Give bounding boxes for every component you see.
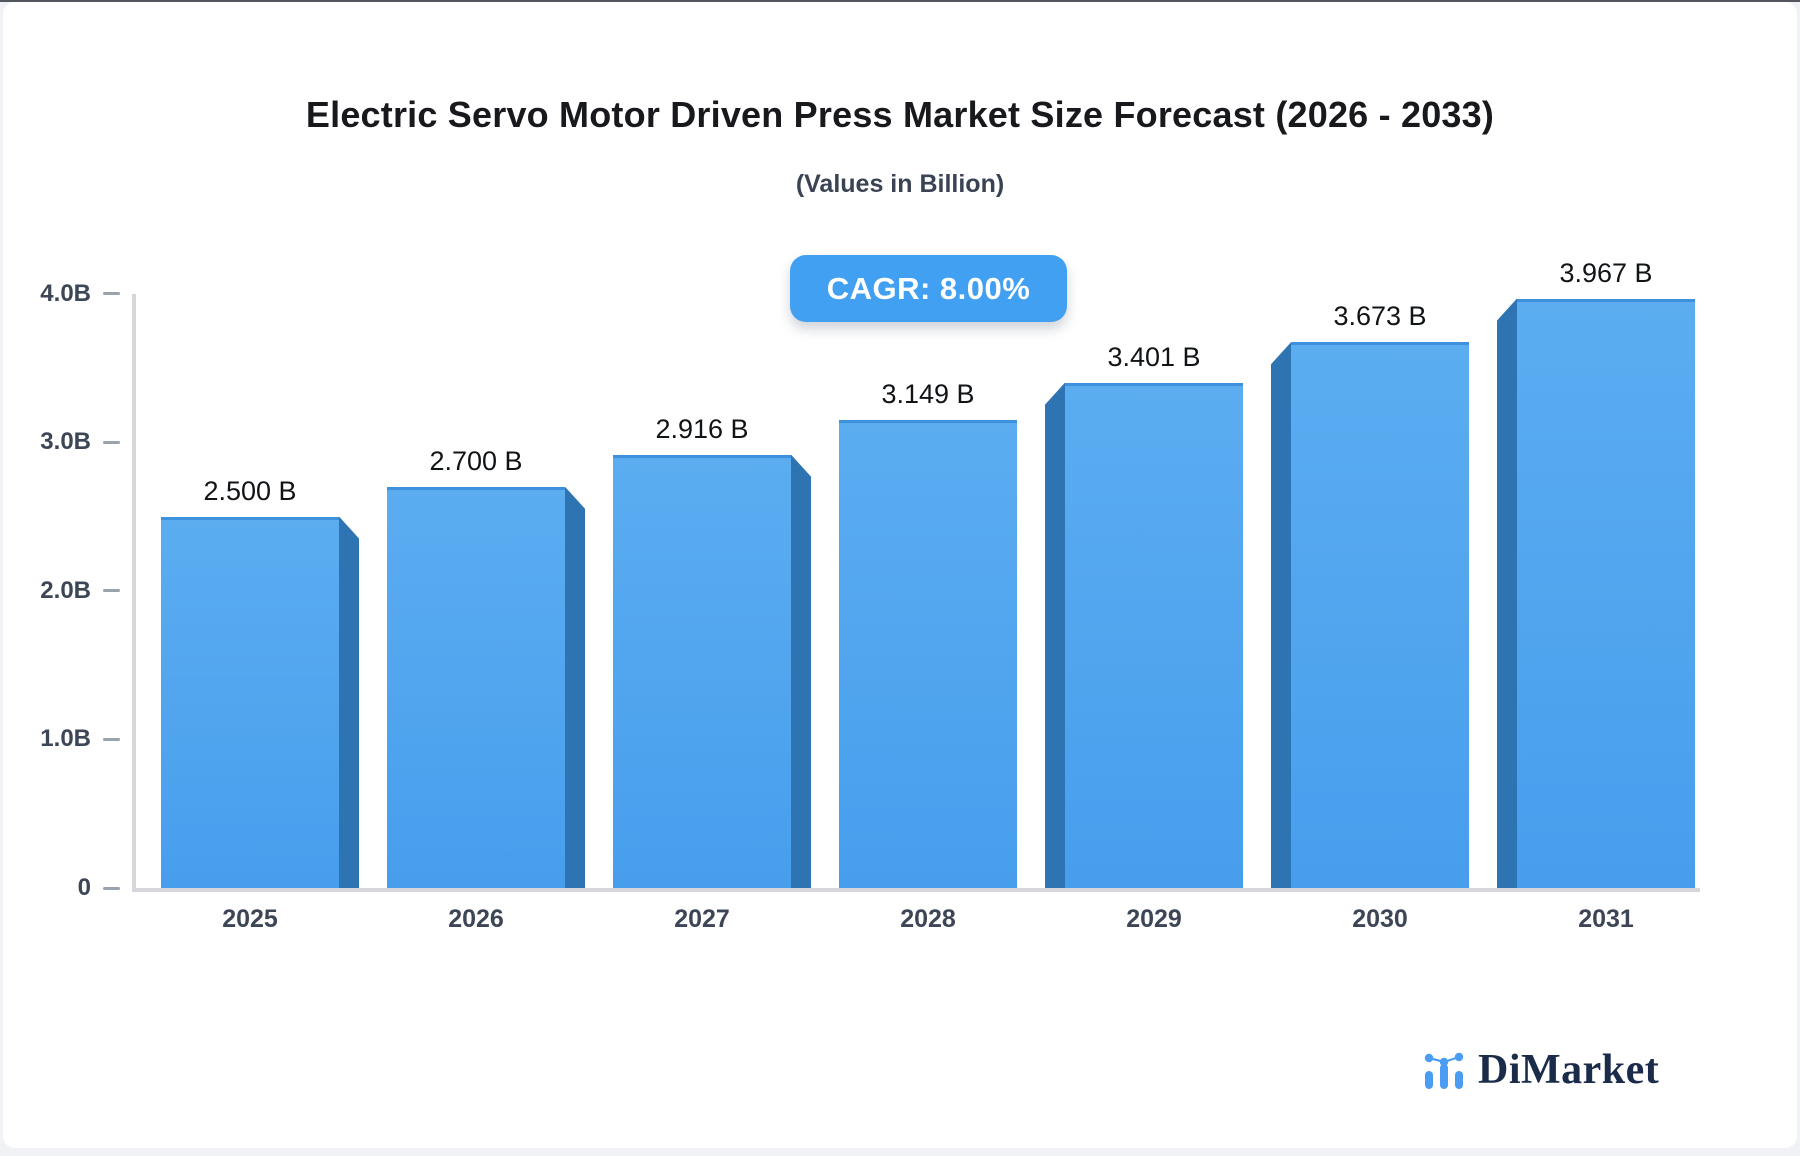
bar-3d-side — [791, 454, 811, 888]
y-axis-tick-label: 2.0B — [40, 576, 91, 604]
x-axis-category-label: 2028 — [900, 905, 956, 933]
bar-2031 — [1517, 298, 1695, 888]
bar-value-label: 2.700 B — [429, 445, 523, 476]
y-axis-tick-label: 3.0B — [40, 428, 91, 456]
bar-2030 — [1291, 342, 1469, 888]
plot-area: 4.0B 3.0B 2.0B 1.0B 0 2.500 B 2025 2.700 B 2026 2… — [3, 2, 1797, 1148]
bar-3d-side — [339, 516, 359, 888]
y-axis-tick-label: 1.0B — [40, 725, 91, 753]
bar-value-label: 2.500 B — [203, 475, 297, 506]
bar-value-label: 2.916 B — [655, 413, 749, 444]
bar-value-label: 3.149 B — [881, 379, 975, 410]
bar-value-label: 3.401 B — [1107, 341, 1201, 372]
window-top-edge — [0, 0, 1800, 2]
dimarket-logo-icon — [1424, 1052, 1464, 1089]
bar-3d-side — [565, 486, 585, 888]
dimarket-logo: DiMarket — [1421, 1042, 1659, 1098]
bar-2028 — [839, 420, 1017, 888]
bar-2029 — [1065, 382, 1243, 888]
chart-card: Electric Servo Motor Driven Press Market… — [3, 2, 1797, 1148]
x-axis-line — [132, 888, 1700, 892]
bar-2027 — [613, 454, 791, 888]
y-axis-tick-label: 4.0B — [40, 279, 91, 307]
cagr-badge: CAGR: 8.00% — [790, 255, 1067, 322]
bar-2026 — [387, 486, 565, 888]
y-axis-tick-label: 0 — [77, 874, 91, 901]
bar-3d-side — [1497, 298, 1517, 888]
y-axis-tick-mark — [103, 737, 120, 741]
x-axis-category-label: 2026 — [448, 905, 504, 933]
bar-2025 — [161, 516, 339, 888]
bar-value-label: 3.673 B — [1333, 301, 1427, 332]
y-axis-tick-mark — [103, 589, 120, 593]
chart-subtitle: (Values in Billion) — [795, 170, 1005, 198]
bar-3d-side — [1045, 382, 1065, 888]
bar-3d-side — [1271, 342, 1291, 888]
x-axis-category-label: 2025 — [222, 905, 278, 933]
x-axis-category-label: 2029 — [1126, 905, 1182, 933]
dimarket-wordmark: DiMarket — [1478, 1047, 1660, 1093]
y-axis-tick-mark — [103, 440, 120, 444]
x-axis-category-label: 2030 — [1352, 905, 1408, 933]
chart-title: Electric Servo Motor Driven Press Market… — [305, 94, 1495, 135]
x-axis-category-label: 2027 — [674, 905, 730, 933]
y-axis-line — [132, 293, 136, 892]
x-axis-category-label: 2031 — [1578, 905, 1634, 933]
y-axis-tick-mark — [103, 886, 120, 890]
y-axis-tick-mark — [103, 292, 120, 296]
bar-value-label: 3.967 B — [1559, 257, 1653, 288]
